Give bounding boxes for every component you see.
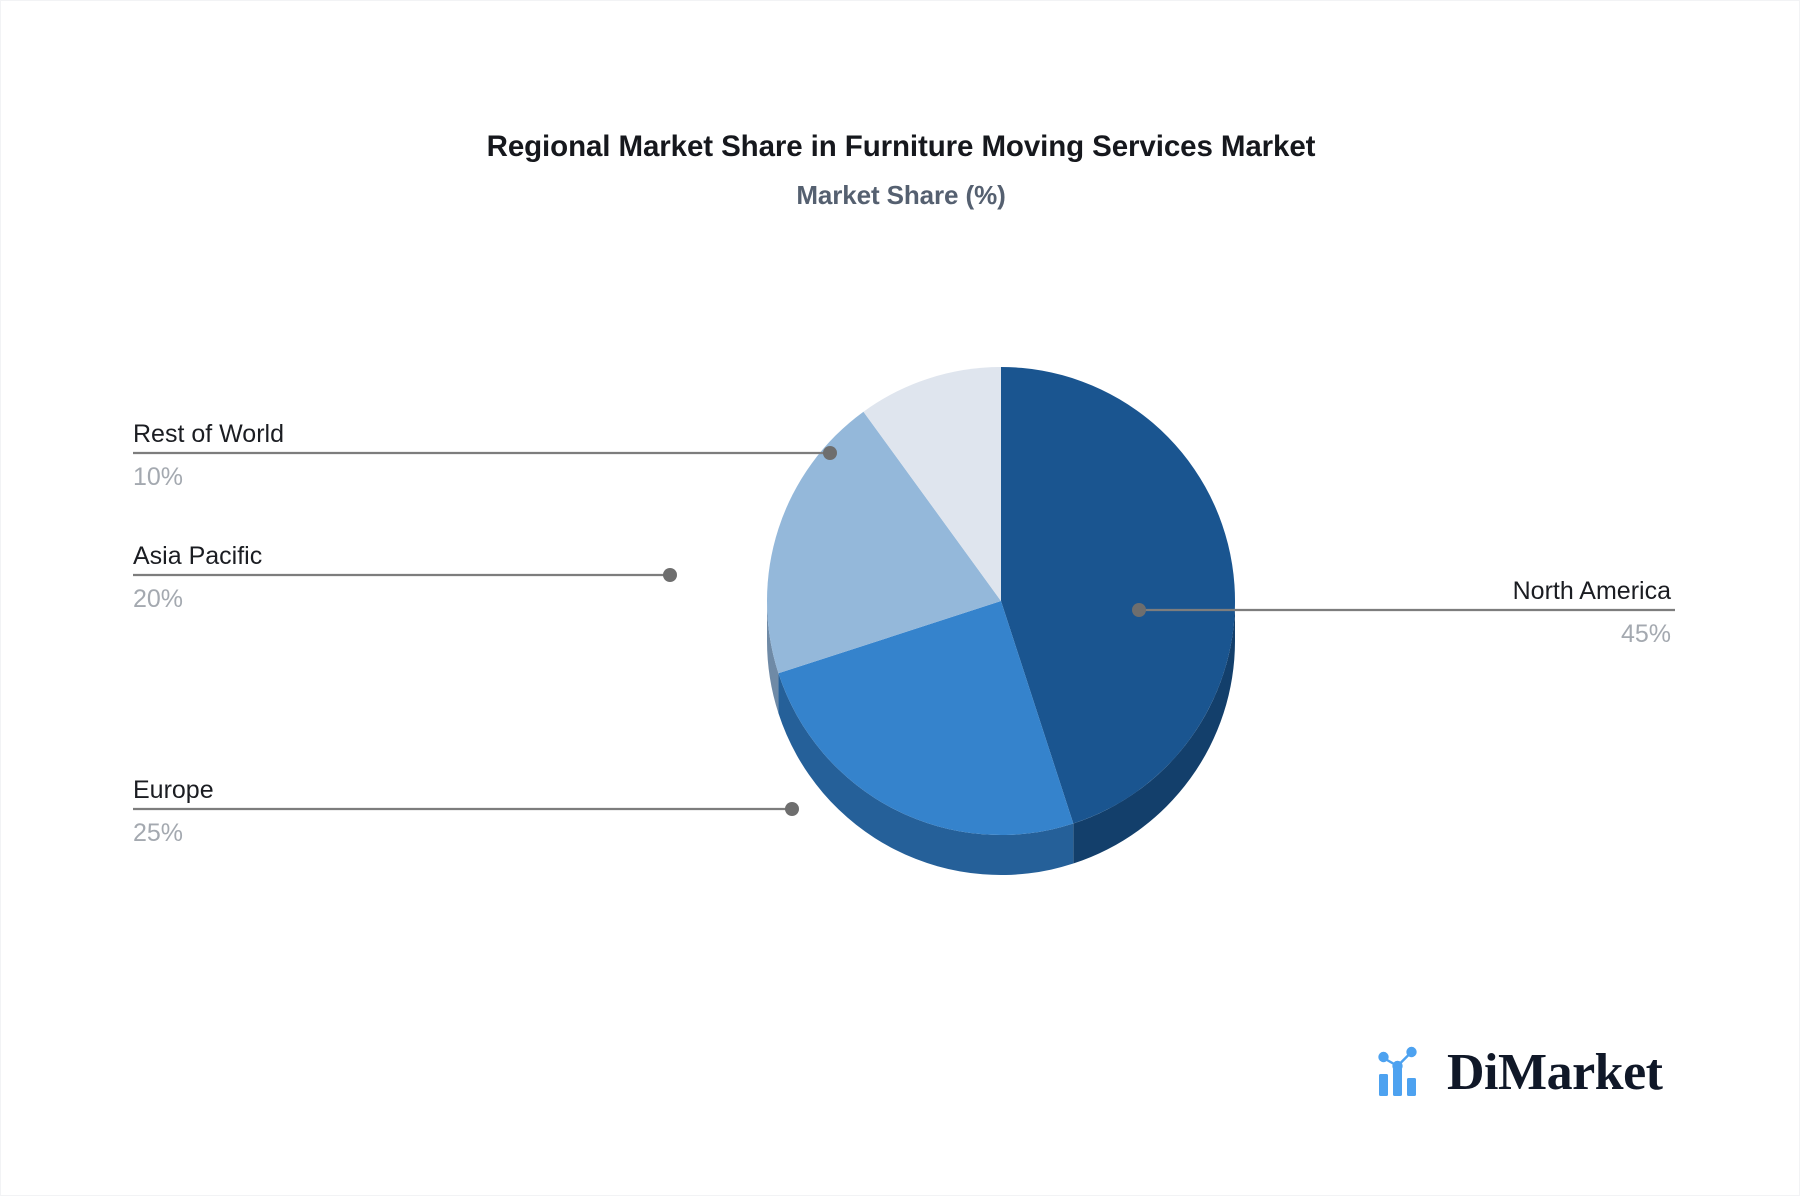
leader-dot-asia-pacific bbox=[663, 568, 677, 582]
leader-dots bbox=[663, 446, 1146, 816]
pie-slice-north-america[interactable] bbox=[1001, 367, 1236, 824]
pie-top-face bbox=[766, 367, 1236, 836]
callout-europe: Europe 25% bbox=[133, 775, 214, 850]
title-block: Regional Market Share in Furniture Movin… bbox=[1, 129, 1800, 212]
callout-rest-of-world: Rest of World 10% bbox=[133, 419, 284, 494]
pie-3d-depth bbox=[767, 601, 1235, 876]
leader-dot-europe bbox=[785, 802, 799, 816]
chart-subtitle: Market Share (%) bbox=[796, 180, 1006, 211]
callout-asia-pacific: Asia Pacific 20% bbox=[133, 541, 262, 616]
leader-lines bbox=[133, 451, 1675, 811]
bar-chart-icon bbox=[1378, 1046, 1417, 1096]
brand-logo-text: DiMarket bbox=[1447, 1044, 1663, 1101]
callout-label-asia-pacific: Asia Pacific bbox=[133, 542, 263, 570]
brand-logo: DiMarket bbox=[1375, 1044, 1663, 1102]
callout-label-rest-of-world: Rest of World bbox=[133, 420, 284, 448]
chart-title: Regional Market Share in Furniture Movin… bbox=[486, 130, 1316, 163]
pie-slice-rest-of-world[interactable] bbox=[863, 367, 1001, 601]
callout-label-north-america: North America bbox=[1512, 577, 1671, 605]
pie-slice-asia-pacific[interactable] bbox=[766, 411, 1001, 674]
leader-dot-north-america bbox=[1132, 603, 1146, 617]
pie-side-asia-pacific bbox=[767, 601, 779, 714]
callout-value-rest-of-world: 10% bbox=[133, 463, 184, 492]
callout-value-europe: 25% bbox=[133, 819, 184, 848]
leader-dot-rest-of-world bbox=[823, 446, 837, 460]
callout-value-north-america: 45% bbox=[1620, 620, 1671, 649]
callout-label-europe: Europe bbox=[133, 776, 214, 804]
pie-side-north-america bbox=[1073, 601, 1235, 864]
pie-slice-europe[interactable] bbox=[778, 601, 1074, 836]
callout-value-asia-pacific: 20% bbox=[133, 585, 184, 614]
callout-north-america: North America 45% bbox=[1513, 576, 1671, 651]
pie-side-europe bbox=[778, 673, 1074, 876]
